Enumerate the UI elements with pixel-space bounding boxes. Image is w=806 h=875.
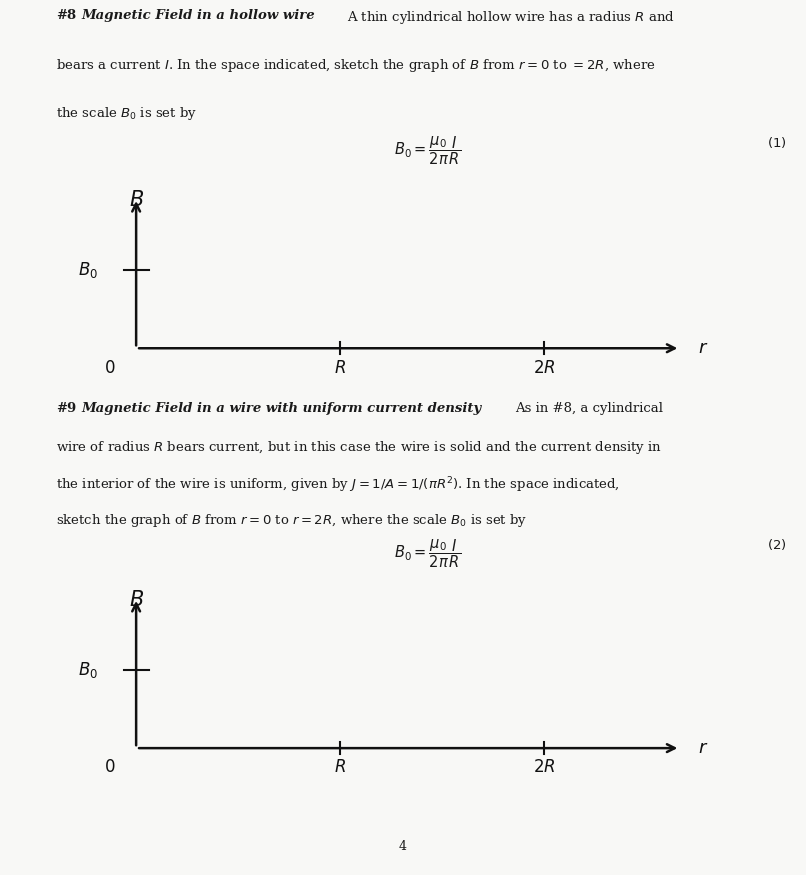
- Text: $0$: $0$: [104, 760, 115, 776]
- Text: $r$: $r$: [697, 739, 708, 757]
- Text: $(2)$: $(2)$: [767, 537, 787, 552]
- Text: sketch the graph of $B$ from $r = 0$ to $r = 2R$, where the scale $B_0$ is set b: sketch the graph of $B$ from $r = 0$ to …: [56, 513, 528, 529]
- Text: $B$: $B$: [129, 590, 143, 610]
- Text: $B_0$: $B_0$: [78, 660, 98, 680]
- Text: $2R$: $2R$: [533, 760, 555, 776]
- Text: Magnetic Field in a wire with uniform current density: Magnetic Field in a wire with uniform cu…: [81, 402, 481, 416]
- Text: $0$: $0$: [104, 360, 115, 376]
- Text: the interior of the wire is uniform, given by $J = 1/A = 1/(\pi R^2)$. In the sp: the interior of the wire is uniform, giv…: [56, 476, 621, 495]
- Text: Magnetic Field in a hollow wire: Magnetic Field in a hollow wire: [81, 9, 314, 22]
- Text: $(1)$: $(1)$: [767, 135, 787, 150]
- Text: $R$: $R$: [334, 760, 346, 776]
- Text: $2R$: $2R$: [533, 360, 555, 376]
- Text: wire of radius $R$ bears current, but in this case the wire is solid and the cur: wire of radius $R$ bears current, but in…: [56, 439, 663, 456]
- Text: $R$: $R$: [334, 360, 346, 376]
- Text: #9: #9: [56, 402, 77, 416]
- Text: $r$: $r$: [697, 340, 708, 357]
- Text: $B_0$: $B_0$: [78, 260, 98, 280]
- Text: $B$: $B$: [129, 190, 143, 210]
- Text: A thin cylindrical hollow wire has a radius $R$ and: A thin cylindrical hollow wire has a rad…: [347, 9, 675, 25]
- Text: the scale $B_0$ is set by: the scale $B_0$ is set by: [56, 105, 197, 123]
- Text: 4: 4: [399, 840, 407, 852]
- Text: #8: #8: [56, 9, 77, 22]
- Text: $B_0 = \dfrac{\mu_0}{2\pi} \dfrac{I}{R}$: $B_0 = \dfrac{\mu_0}{2\pi} \dfrac{I}{R}$: [393, 135, 461, 167]
- Text: bears a current $I$. In the space indicated, sketch the graph of $B$ from $r = 0: bears a current $I$. In the space indica…: [56, 57, 656, 74]
- Text: As in #8, a cylindrical: As in #8, a cylindrical: [515, 402, 663, 416]
- Text: $B_0 = \dfrac{\mu_0}{2\pi} \dfrac{I}{R}$: $B_0 = \dfrac{\mu_0}{2\pi} \dfrac{I}{R}$: [393, 537, 461, 570]
